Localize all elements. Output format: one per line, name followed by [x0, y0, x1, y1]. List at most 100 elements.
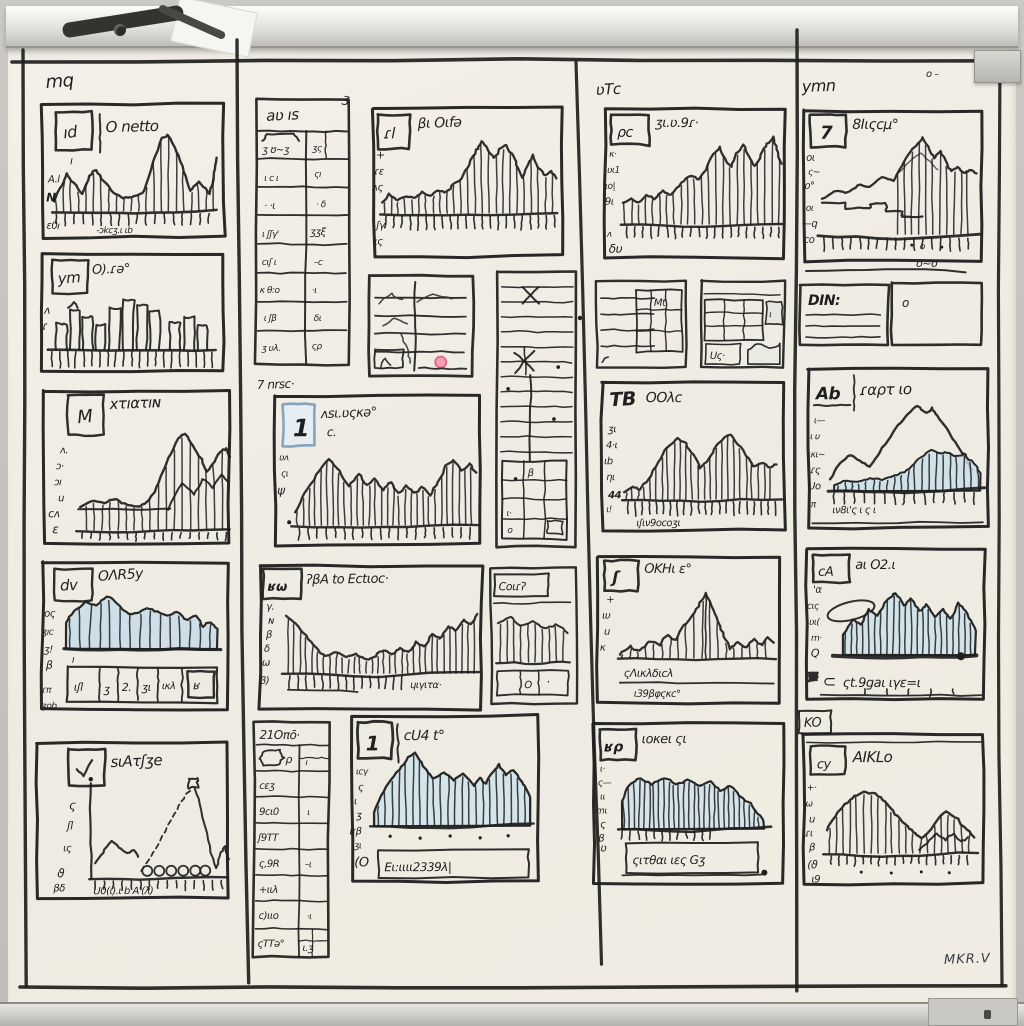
tick-stroke	[694, 831, 695, 840]
hatch-stroke	[836, 817, 837, 853]
tick-stroke	[132, 352, 133, 366]
tick-stroke	[203, 881, 204, 891]
tick-stroke	[490, 216, 491, 228]
scribble-text: ι—	[814, 416, 826, 426]
sketch-line	[299, 757, 328, 759]
hatch-stroke	[398, 496, 399, 525]
tick-stroke	[894, 493, 895, 504]
sketch-line	[256, 928, 329, 930]
tick-stroke	[850, 238, 851, 249]
hatch-stroke	[702, 602, 703, 658]
tick-stroke	[136, 214, 137, 223]
hatch-stroke	[437, 639, 438, 673]
hatch-stroke	[912, 834, 913, 853]
sketch-line	[501, 316, 572, 317]
scribble-text: γ.	[266, 602, 274, 613]
hatch-stroke	[222, 452, 223, 529]
scribble-text: ʒʒξ	[309, 227, 327, 238]
hatch-stroke	[680, 442, 681, 499]
sketch-line	[636, 309, 682, 311]
sketch-bump	[178, 866, 188, 876]
sketch-line	[523, 461, 525, 539]
hatch-stroke	[666, 196, 667, 224]
hatch-stroke	[758, 466, 759, 499]
hatch-stroke	[108, 189, 109, 211]
scribble-text: ʒob	[41, 702, 58, 712]
hatch-stroke	[829, 828, 830, 853]
tick-stroke	[719, 502, 720, 514]
hatch-stroke	[897, 175, 898, 234]
scribble-text: ι υ	[810, 432, 820, 442]
tick-stroke	[959, 238, 960, 251]
tick-stroke	[918, 856, 919, 863]
ink-dot	[287, 520, 291, 524]
sketch-line	[375, 351, 464, 353]
scribble-text: ʁω	[267, 580, 287, 595]
ink-dot	[860, 871, 863, 874]
scribble-text: 8Iιςcμ°	[852, 117, 898, 133]
scribble-text: ı	[70, 154, 73, 167]
scribble-text: m·	[811, 634, 822, 644]
hatch-stroke	[764, 150, 765, 225]
hatch-stroke	[366, 662, 367, 673]
hatch-stroke	[749, 645, 750, 658]
tick-stroke	[954, 493, 955, 504]
hatch-stroke	[434, 490, 435, 525]
sketch-box	[596, 280, 687, 368]
hatch-stroke	[880, 610, 881, 654]
hatch-stroke	[946, 166, 947, 234]
hatch-stroke	[153, 163, 154, 211]
hatch-stroke	[545, 178, 546, 213]
sketch-line	[414, 282, 416, 371]
scribble-text: βδ	[52, 883, 65, 894]
sketch-stroke	[822, 202, 923, 217]
tick-stroke	[651, 227, 652, 239]
hatch-stroke	[710, 458, 711, 499]
hatch-stroke	[509, 154, 510, 213]
tick-stroke	[831, 856, 832, 864]
hatch-stroke	[213, 465, 215, 530]
tick-stroke	[84, 352, 85, 367]
scribble-text: ʒ ʊ~ʒ	[261, 145, 290, 156]
scribble-text: c)ιιο	[259, 911, 279, 922]
scribble-text: ςı	[314, 170, 322, 180]
scribble-text: 2.	[122, 681, 132, 694]
sketch-stroke	[374, 752, 531, 826]
scribble-text: κ θ:ο	[260, 286, 281, 296]
tick-stroke	[635, 502, 636, 516]
hatch-stroke	[481, 144, 483, 213]
hatch-stroke	[716, 448, 717, 499]
scribble-text: ʔβA to Ectιoc·	[306, 572, 389, 588]
sketch-stroke	[286, 613, 477, 659]
sketch-bar	[95, 324, 105, 350]
hatch-stroke	[552, 175, 553, 212]
eraser-block	[974, 50, 1021, 83]
tick-stroke	[886, 689, 887, 694]
hatch-stroke	[326, 462, 327, 525]
tick-stroke	[833, 493, 834, 503]
hatch-stroke	[141, 507, 142, 530]
tick-stroke	[682, 227, 683, 237]
hatch-stroke	[129, 614, 130, 648]
tick-stroke	[952, 689, 953, 694]
hatch-stroke	[739, 797, 740, 828]
hatch-stroke	[645, 198, 646, 224]
tick-stroke	[92, 352, 93, 366]
scribble-text: aʋ ıs	[266, 105, 300, 125]
tick-stroke	[914, 238, 915, 250]
scribble-text: ι39βφςκc°	[634, 689, 681, 700]
tick-stroke	[157, 881, 158, 888]
hatch-stroke	[500, 624, 501, 662]
scribble-text: u	[809, 814, 815, 825]
scribble-text: ρ	[285, 753, 292, 766]
tick-stroke	[212, 352, 213, 367]
sketch-line	[538, 671, 539, 695]
hatch-stroke	[496, 157, 497, 213]
tick-stroke	[118, 214, 119, 225]
